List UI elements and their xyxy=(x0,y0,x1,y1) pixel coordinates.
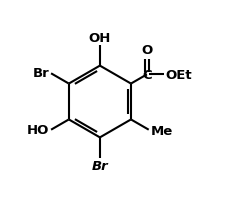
Text: OH: OH xyxy=(89,32,111,45)
Text: HO: HO xyxy=(27,124,50,136)
Text: Br: Br xyxy=(33,67,50,79)
Text: OEt: OEt xyxy=(165,69,192,81)
Text: Br: Br xyxy=(92,159,108,172)
Text: C: C xyxy=(142,69,152,81)
Text: Me: Me xyxy=(150,125,173,137)
Text: O: O xyxy=(141,44,153,57)
